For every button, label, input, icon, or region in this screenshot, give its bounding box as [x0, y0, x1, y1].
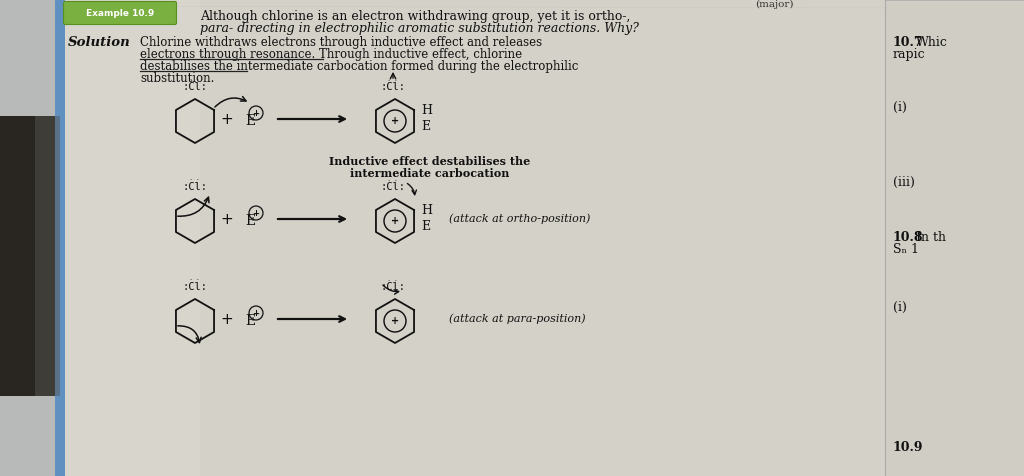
Text: +: + [391, 116, 399, 126]
Text: 10.8: 10.8 [893, 231, 924, 244]
Text: electrons through resonance. Through inductive effect, chlorine: electrons through resonance. Through ind… [140, 48, 522, 61]
Text: Sₙ 1: Sₙ 1 [893, 243, 919, 256]
Text: :Cl:: :Cl: [182, 82, 208, 92]
Text: ·  ·: · · [388, 178, 397, 184]
Bar [0, 116, 55, 396]
Text: +: + [391, 216, 399, 226]
Text: ·  ·: · · [190, 277, 200, 283]
Text: +: + [220, 111, 233, 127]
Text: destabilises the intermediate carbocation formed during the electrophilic: destabilises the intermediate carbocatio… [140, 60, 579, 73]
Text: (major): (major) [755, 0, 794, 9]
Text: +: + [391, 316, 399, 326]
Text: +: + [253, 308, 259, 317]
Text: Chlorine withdraws electrons through inductive effect and releases: Chlorine withdraws electrons through ind… [140, 36, 542, 49]
Text: :Cl:: :Cl: [381, 82, 406, 92]
Text: ·  ·: · · [388, 278, 397, 284]
Text: Inductive effect destabilises the: Inductive effect destabilises the [330, 156, 530, 167]
Bar [200, 0, 885, 476]
Text: ·  ·: · · [190, 77, 200, 83]
Text: H: H [421, 105, 432, 118]
Text: E: E [421, 119, 430, 132]
Text: :Cl:: :Cl: [182, 282, 208, 292]
Text: 10.7: 10.7 [893, 36, 924, 49]
Text: +: + [253, 208, 259, 218]
Text: (iii): (iii) [893, 176, 914, 189]
Text: E: E [421, 219, 430, 232]
Text: H: H [421, 205, 432, 218]
Text: ·  ·: · · [190, 177, 200, 183]
Text: (attack at ortho-position): (attack at ortho-position) [449, 214, 591, 224]
Text: (i): (i) [893, 101, 907, 114]
Text: substitution.: substitution. [140, 72, 214, 85]
FancyArrowPatch shape [215, 97, 246, 107]
Text: +: + [220, 211, 233, 227]
Bar [35, 116, 60, 396]
Text: E: E [245, 314, 255, 328]
Text: :Cl:: :Cl: [182, 182, 208, 192]
FancyArrowPatch shape [178, 197, 209, 216]
Text: :Cl:: :Cl: [381, 182, 406, 192]
Text: rapic: rapic [893, 48, 926, 61]
Text: :Cl:: :Cl: [381, 282, 406, 292]
FancyArrowPatch shape [383, 285, 398, 294]
Text: +: + [253, 109, 259, 118]
Text: E: E [245, 214, 255, 228]
Bar [885, 0, 1024, 476]
Text: 10.9: 10.9 [893, 441, 924, 454]
Text: Example 10.9: Example 10.9 [86, 9, 155, 18]
Text: Solution: Solution [68, 36, 131, 49]
Text: In th: In th [916, 231, 946, 244]
FancyArrowPatch shape [178, 326, 201, 343]
Text: Whic: Whic [916, 36, 948, 49]
FancyArrowPatch shape [408, 183, 417, 195]
Text: (attack at para-position): (attack at para-position) [449, 314, 586, 324]
Text: ·  ·: · · [388, 78, 397, 84]
Text: intermediate carbocation: intermediate carbocation [350, 168, 510, 179]
Text: (i): (i) [893, 301, 907, 314]
Bar [55, 0, 885, 476]
Bar [55, 0, 65, 476]
Text: para- directing in electrophilic aromatic substitution reactions. Why?: para- directing in electrophilic aromati… [200, 22, 639, 35]
Text: +: + [220, 311, 233, 327]
Text: Although chlorine is an electron withdrawing group, yet it is ortho-,: Although chlorine is an electron withdra… [200, 10, 631, 23]
Text: E: E [245, 114, 255, 128]
FancyBboxPatch shape [63, 1, 176, 24]
